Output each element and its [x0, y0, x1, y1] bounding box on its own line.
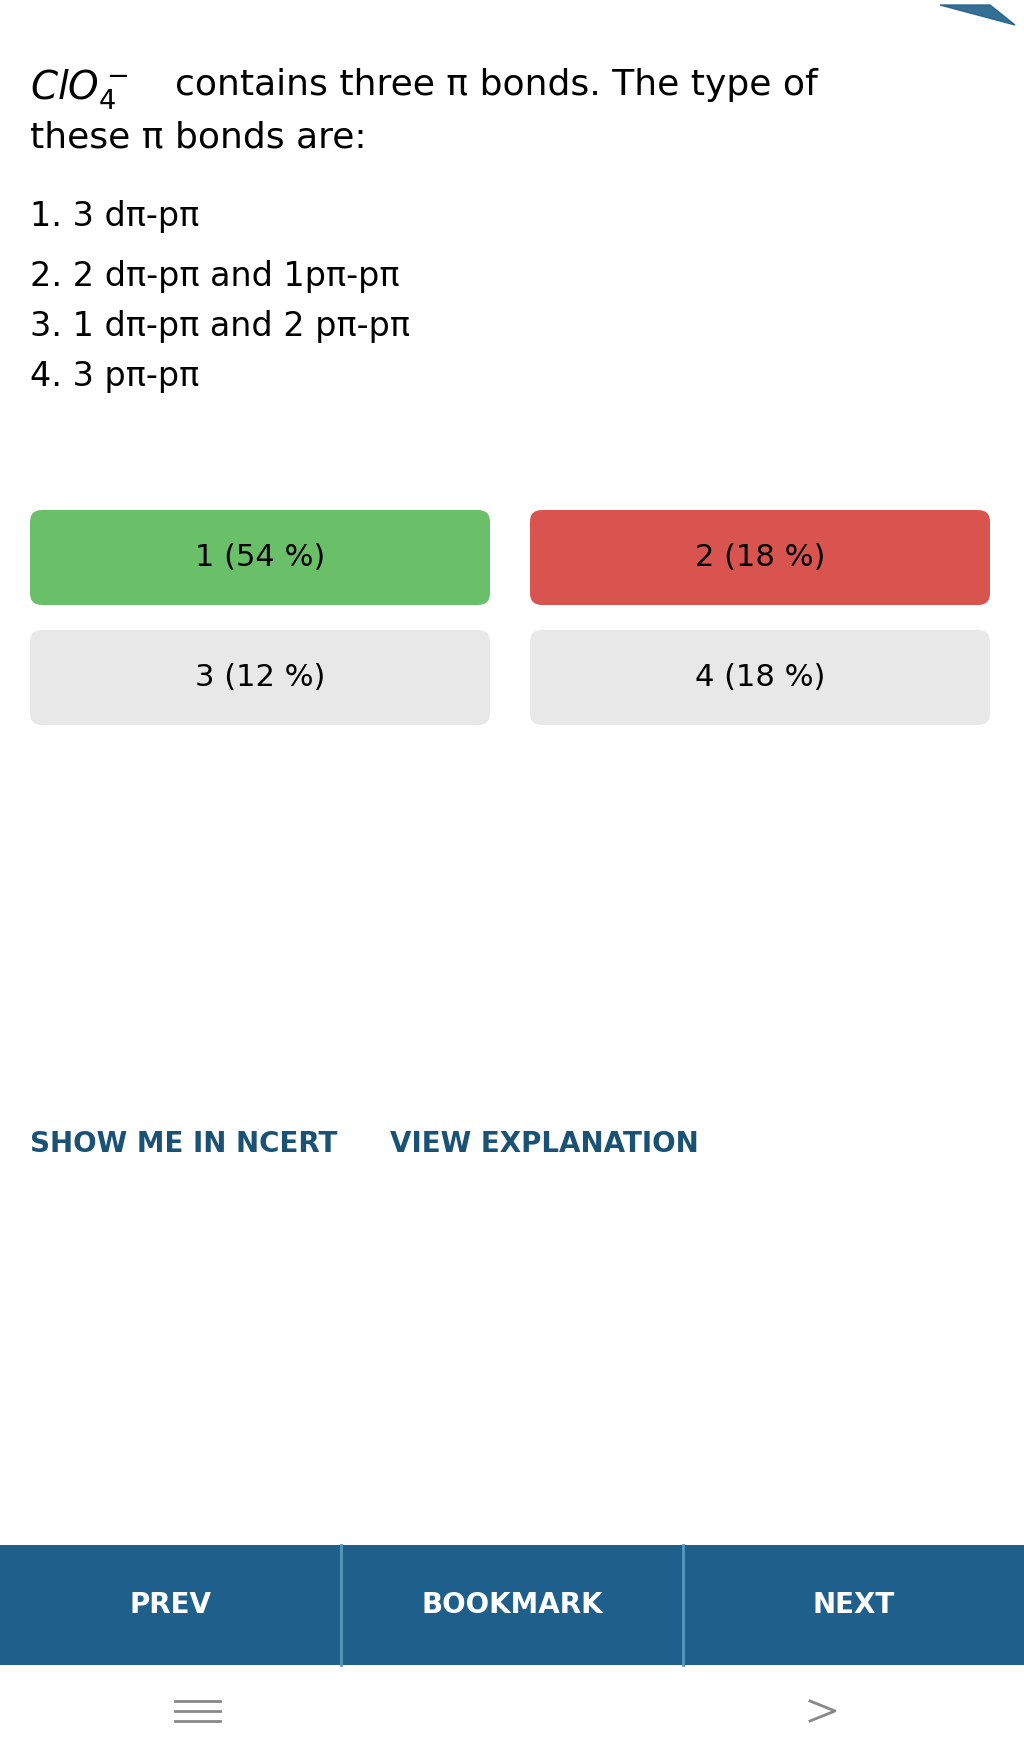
Text: !: !	[974, 0, 982, 9]
Text: PREV: PREV	[130, 1591, 212, 1619]
Text: VIEW EXPLANATION: VIEW EXPLANATION	[390, 1131, 698, 1159]
Text: contains three π bonds. The type of: contains three π bonds. The type of	[175, 68, 818, 102]
Text: $\it{ClO_4^-}$: $\it{ClO_4^-}$	[30, 68, 129, 113]
Bar	[0, 1544, 1024, 1666]
FancyBboxPatch shape	[530, 631, 990, 724]
Text: 3 (12 %): 3 (12 %)	[195, 664, 326, 691]
FancyBboxPatch shape	[530, 511, 990, 604]
FancyBboxPatch shape	[30, 511, 490, 604]
Polygon shape	[940, 5, 1015, 24]
Text: 3. 1 dπ-pπ and 2 pπ-pπ: 3. 1 dπ-pπ and 2 pπ-pπ	[30, 309, 410, 342]
Text: 2 (18 %): 2 (18 %)	[695, 544, 825, 571]
Text: 4. 3 pπ-pπ: 4. 3 pπ-pπ	[30, 360, 200, 393]
Text: 1 (54 %): 1 (54 %)	[195, 544, 326, 571]
Text: NEXT: NEXT	[812, 1591, 894, 1619]
Text: 4 (18 %): 4 (18 %)	[695, 664, 825, 691]
Text: these π bonds are:: these π bonds are:	[30, 120, 367, 155]
FancyBboxPatch shape	[30, 631, 490, 724]
Text: BOOKMARK: BOOKMARK	[421, 1591, 603, 1619]
Text: SHOW ME IN NCERT: SHOW ME IN NCERT	[30, 1131, 337, 1159]
Text: 1. 3 dπ-pπ: 1. 3 dπ-pπ	[30, 200, 200, 233]
Text: 2. 2 dπ-pπ and 1pπ-pπ: 2. 2 dπ-pπ and 1pπ-pπ	[30, 261, 399, 294]
